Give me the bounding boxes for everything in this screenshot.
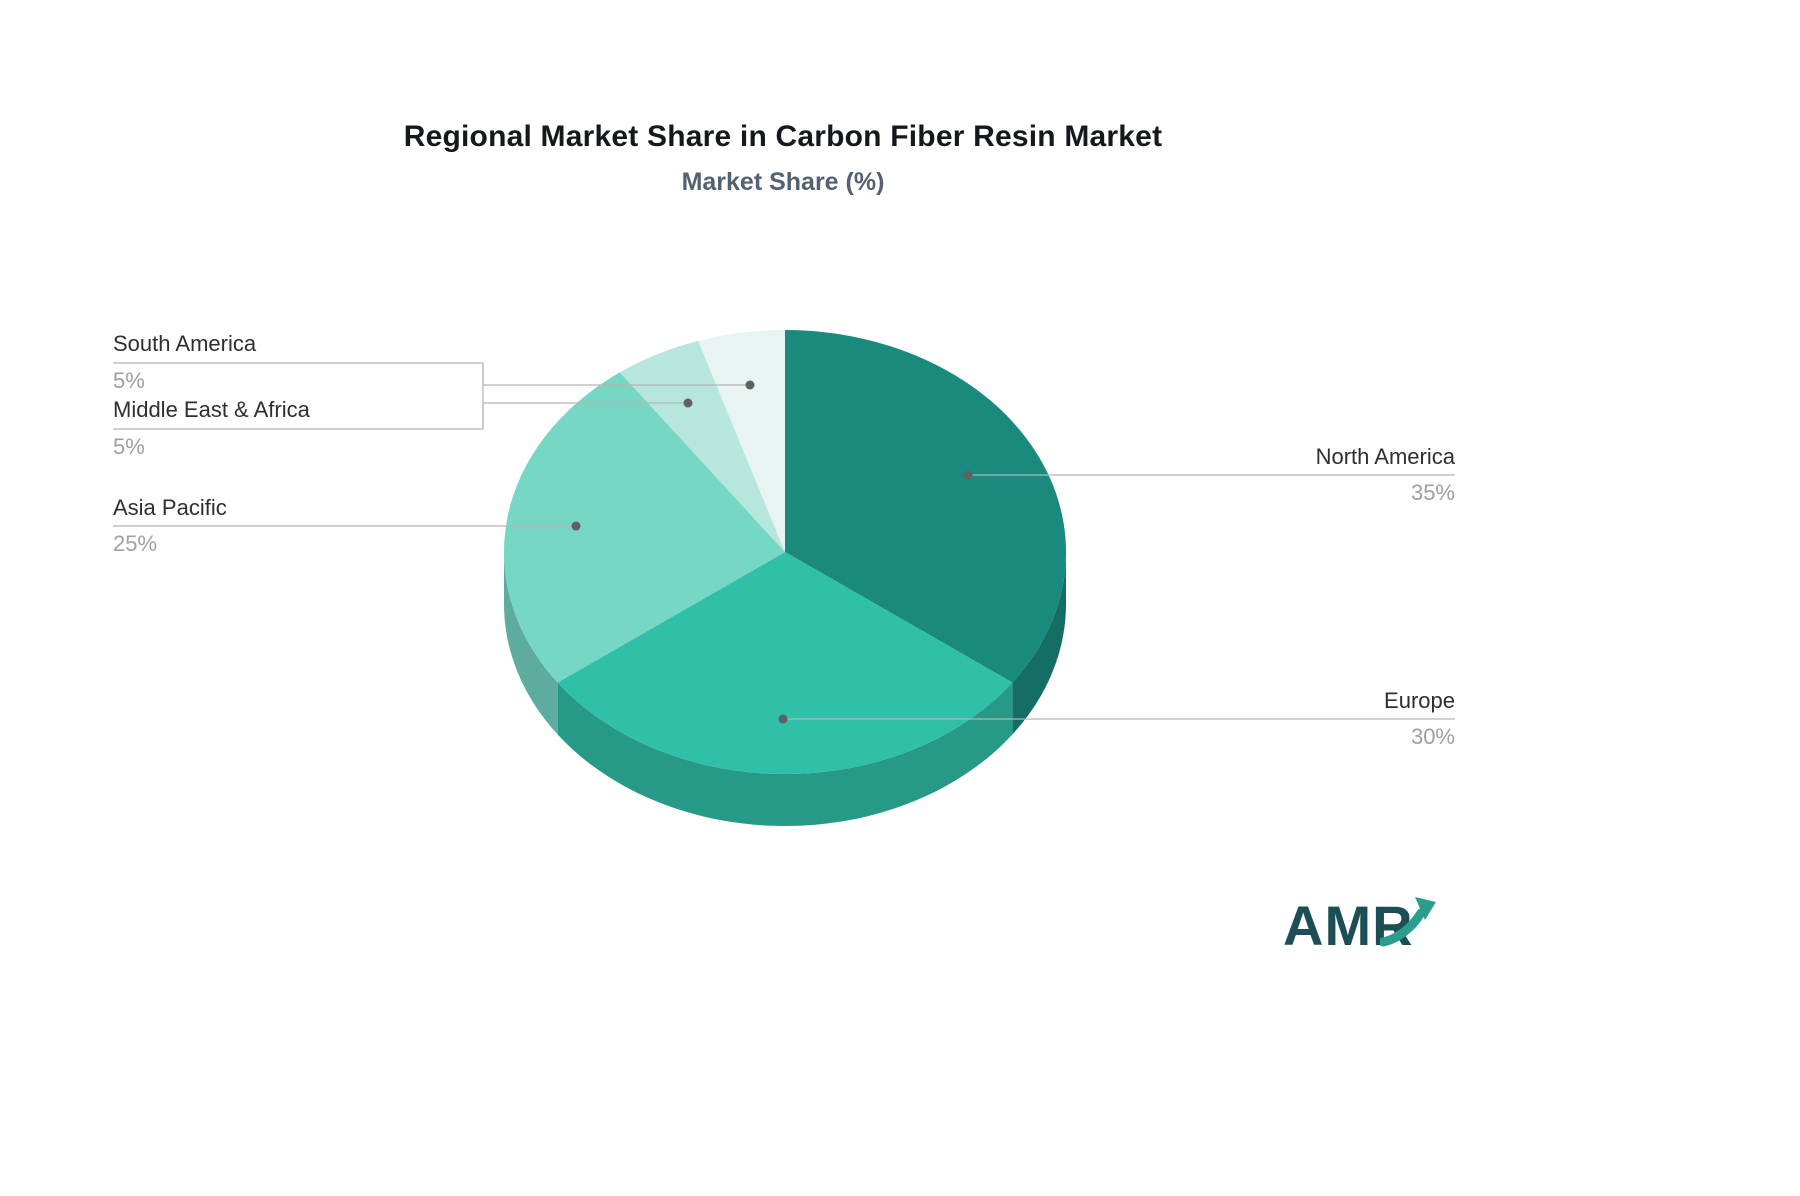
dot-europe [778, 714, 788, 724]
value-middle-east-africa: 5% [113, 434, 145, 459]
pie-slice-side-north-america [1012, 552, 1066, 735]
label-middle-east-africa: Middle East & Africa [113, 397, 310, 422]
chart-subtitle: Market Share (%) [681, 168, 885, 196]
pie-slice-side-europe [557, 682, 1013, 826]
pie-slice-asia-pacific [504, 372, 785, 683]
amr-logo-text: AMR [1283, 894, 1414, 957]
value-north-america: 35% [1410, 480, 1455, 505]
dot-middle-east-africa [683, 398, 693, 408]
pie-slice-side-asia-pacific [504, 552, 558, 735]
label-north-america: North America [1315, 444, 1455, 469]
pie-slice-middle-east-africa [619, 340, 785, 552]
chart-title: Regional Market Share in Carbon Fiber Re… [403, 120, 1163, 153]
dot-north-america [963, 470, 973, 480]
pie-slice-north-america [785, 330, 1066, 683]
dot-south-america [745, 380, 755, 390]
value-south-america: 5% [113, 368, 145, 393]
pie-slices [504, 330, 1066, 826]
logo-arrow-icon [1379, 896, 1436, 946]
dot-asia-pacific [571, 521, 581, 531]
value-asia-pacific: 25% [113, 531, 158, 556]
amr-logo: AMR [1283, 893, 1436, 958]
label-europe: Europe [1384, 688, 1455, 713]
label-asia-pacific: Asia Pacific [113, 495, 227, 520]
label-south-america: South America [113, 331, 257, 356]
value-europe: 30% [1410, 724, 1455, 749]
leader-lines [113, 362, 1455, 724]
